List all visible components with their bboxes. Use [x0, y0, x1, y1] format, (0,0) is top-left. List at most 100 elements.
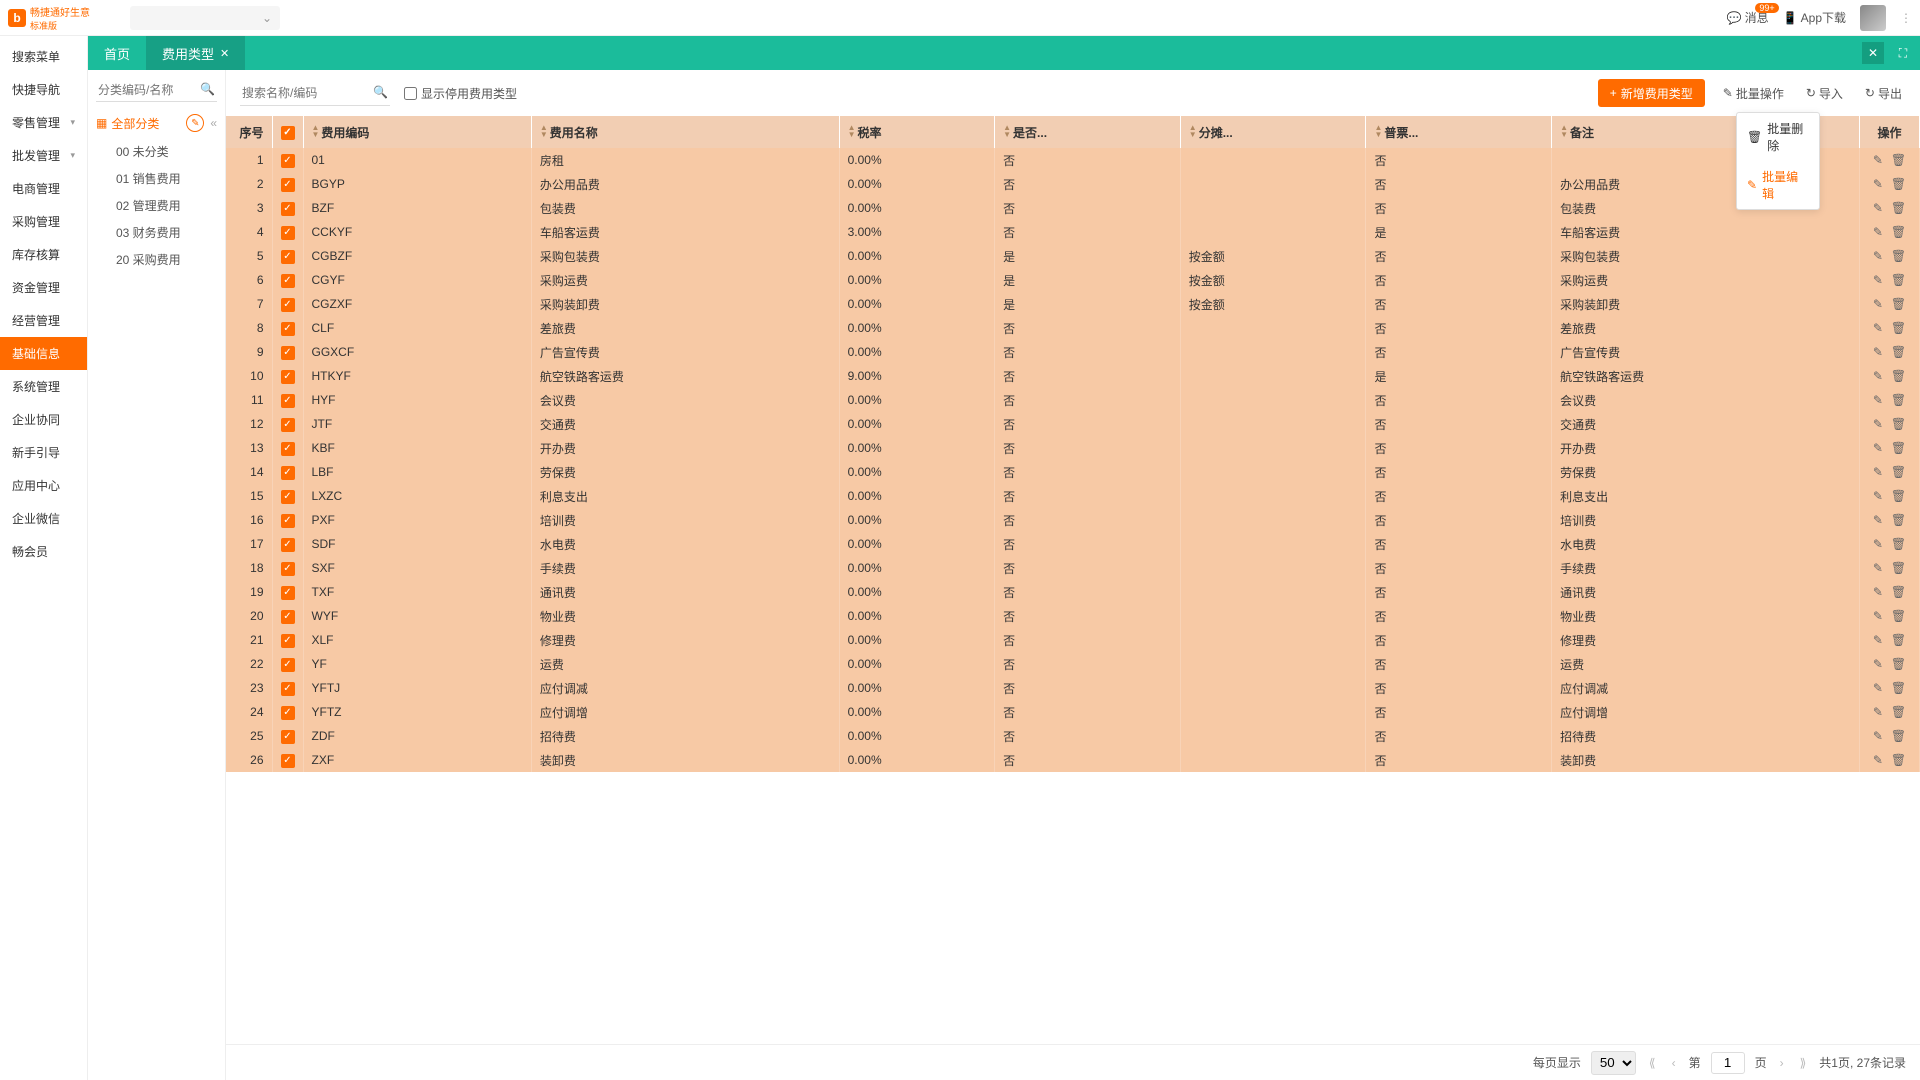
col-check-all[interactable]: ✓ — [272, 116, 303, 148]
col-alloc[interactable]: ▲▼分摊... — [1180, 116, 1366, 148]
col-ticket[interactable]: ▲▼普票... — [1366, 116, 1552, 148]
add-button[interactable]: + 新增费用类型 — [1598, 79, 1705, 107]
delete-icon[interactable]: 🗑 — [1891, 297, 1906, 311]
edit-icon[interactable]: ✎ — [1873, 657, 1883, 671]
batch-edit-item[interactable]: ✎ 批量编辑 — [1737, 161, 1819, 209]
sidebar-item[interactable]: 企业协同 — [0, 403, 87, 436]
delete-icon[interactable]: 🗑 — [1891, 561, 1906, 575]
search-icon[interactable]: 🔍 — [200, 82, 215, 96]
tab-home[interactable]: 首页 — [88, 36, 146, 70]
delete-icon[interactable]: 🗑 — [1891, 753, 1906, 767]
edit-icon[interactable]: ✎ — [1873, 489, 1883, 503]
sidebar-item[interactable]: 采购管理 — [0, 205, 87, 238]
cell-check[interactable]: ✓ — [272, 724, 303, 748]
delete-icon[interactable]: 🗑 — [1891, 321, 1906, 335]
edit-icon[interactable]: ✎ — [1873, 153, 1883, 167]
table-row[interactable]: 24✓YFTZ应付调增0.00%否否应付调增✎🗑 — [226, 700, 1920, 724]
edit-icon[interactable]: ✎ — [1873, 537, 1883, 551]
cell-check[interactable]: ✓ — [272, 748, 303, 772]
col-index[interactable]: 序号 — [226, 116, 272, 148]
delete-icon[interactable]: 🗑 — [1891, 441, 1906, 455]
tab-close-icon[interactable]: ✕ — [220, 47, 229, 60]
edit-icon[interactable]: ✎ — [1873, 297, 1883, 311]
cell-check[interactable]: ✓ — [272, 700, 303, 724]
cell-check[interactable]: ✓ — [272, 508, 303, 532]
table-row[interactable]: 11✓HYF会议费0.00%否否会议费✎🗑 — [226, 388, 1920, 412]
category-item[interactable]: 00 未分类 — [108, 138, 225, 165]
edit-icon[interactable]: ✎ — [1873, 345, 1883, 359]
cell-check[interactable]: ✓ — [272, 364, 303, 388]
avatar[interactable] — [1860, 5, 1886, 31]
delete-icon[interactable]: 🗑 — [1891, 681, 1906, 695]
table-row[interactable]: 9✓GGXCF广告宣传费0.00%否否广告宣传费✎🗑 — [226, 340, 1920, 364]
delete-icon[interactable]: 🗑 — [1891, 465, 1906, 479]
cell-check[interactable]: ✓ — [272, 628, 303, 652]
edit-icon[interactable]: ✎ — [1873, 633, 1883, 647]
edit-icon[interactable]: ✎ — [1873, 681, 1883, 695]
category-edit-button[interactable]: ✎ — [186, 114, 204, 132]
sidebar-item[interactable]: 资金管理 — [0, 271, 87, 304]
sidebar-item[interactable]: 批发管理▾ — [0, 139, 87, 172]
per-page-select[interactable]: 50 — [1591, 1051, 1636, 1075]
table-row[interactable]: 5✓CGBZF采购包装费0.00%是按金额否采购包装费✎🗑 — [226, 244, 1920, 268]
table-row[interactable]: 18✓SXF手续费0.00%否否手续费✎🗑 — [226, 556, 1920, 580]
table-row[interactable]: 1✓01房租0.00%否否✎🗑 — [226, 148, 1920, 172]
table-row[interactable]: 22✓YF运费0.00%否否运费✎🗑 — [226, 652, 1920, 676]
show-disabled-input[interactable] — [404, 87, 417, 100]
delete-icon[interactable]: 🗑 — [1891, 201, 1906, 215]
edit-icon[interactable]: ✎ — [1873, 561, 1883, 575]
sidebar-item[interactable]: 快捷导航 — [0, 73, 87, 106]
app-download-button[interactable]: 📱 App下载 — [1783, 9, 1846, 26]
cell-check[interactable]: ✓ — [272, 604, 303, 628]
edit-icon[interactable]: ✎ — [1873, 369, 1883, 383]
table-row[interactable]: 19✓TXF通讯费0.00%否否通讯费✎🗑 — [226, 580, 1920, 604]
batch-button[interactable]: ✎ 批量操作 — [1719, 79, 1788, 107]
edit-icon[interactable]: ✎ — [1873, 249, 1883, 263]
col-code[interactable]: ▲▼费用编码 — [303, 116, 531, 148]
edit-icon[interactable]: ✎ — [1873, 201, 1883, 215]
delete-icon[interactable]: 🗑 — [1891, 225, 1906, 239]
batch-delete-item[interactable]: 🗑 批量删除 — [1737, 113, 1819, 161]
sidebar-item[interactable]: 新手引导 — [0, 436, 87, 469]
user-menu-icon[interactable]: ⋮ — [1900, 11, 1912, 25]
edit-icon[interactable]: ✎ — [1873, 609, 1883, 623]
import-button[interactable]: ↻ 导入 — [1802, 79, 1847, 107]
page-input[interactable] — [1711, 1052, 1745, 1074]
fullscreen-button[interactable]: ⛶ — [1892, 42, 1914, 64]
tab-expense-type[interactable]: 费用类型 ✕ — [146, 36, 245, 70]
cell-check[interactable]: ✓ — [272, 652, 303, 676]
sidebar-item[interactable]: 系统管理 — [0, 370, 87, 403]
cell-check[interactable]: ✓ — [272, 532, 303, 556]
edit-icon[interactable]: ✎ — [1873, 585, 1883, 599]
table-row[interactable]: 7✓CGZXF采购装卸费0.00%是按金额否采购装卸费✎🗑 — [226, 292, 1920, 316]
sidebar-item[interactable]: 企业微信 — [0, 502, 87, 535]
cell-check[interactable]: ✓ — [272, 172, 303, 196]
cell-check[interactable]: ✓ — [272, 388, 303, 412]
delete-icon[interactable]: 🗑 — [1891, 705, 1906, 719]
table-row[interactable]: 17✓SDF水电费0.00%否否水电费✎🗑 — [226, 532, 1920, 556]
sidebar-item[interactable]: 零售管理▾ — [0, 106, 87, 139]
cell-check[interactable]: ✓ — [272, 460, 303, 484]
edit-icon[interactable]: ✎ — [1873, 753, 1883, 767]
category-item[interactable]: 03 财务费用 — [108, 219, 225, 246]
col-name[interactable]: ▲▼费用名称 — [531, 116, 839, 148]
cell-check[interactable]: ✓ — [272, 412, 303, 436]
delete-icon[interactable]: 🗑 — [1891, 153, 1906, 167]
search-input[interactable] — [240, 80, 390, 106]
org-selector[interactable]: ⌄ — [130, 6, 280, 30]
table-row[interactable]: 6✓CGYF采购运费0.00%是按金额否采购运费✎🗑 — [226, 268, 1920, 292]
cell-check[interactable]: ✓ — [272, 268, 303, 292]
table-row[interactable]: 14✓LBF劳保费0.00%否否劳保费✎🗑 — [226, 460, 1920, 484]
table-row[interactable]: 12✓JTF交通费0.00%否否交通费✎🗑 — [226, 412, 1920, 436]
show-disabled-checkbox[interactable]: 显示停用费用类型 — [404, 85, 517, 102]
sidebar-item[interactable]: 库存核算 — [0, 238, 87, 271]
edit-icon[interactable]: ✎ — [1873, 393, 1883, 407]
messages-button[interactable]: 💬 消息 99+ — [1727, 9, 1769, 26]
cell-check[interactable]: ✓ — [272, 556, 303, 580]
delete-icon[interactable]: 🗑 — [1891, 369, 1906, 383]
delete-icon[interactable]: 🗑 — [1891, 177, 1906, 191]
page-prev-button[interactable]: ‹ — [1669, 1056, 1679, 1070]
delete-icon[interactable]: 🗑 — [1891, 345, 1906, 359]
delete-icon[interactable]: 🗑 — [1891, 585, 1906, 599]
cell-check[interactable]: ✓ — [272, 580, 303, 604]
